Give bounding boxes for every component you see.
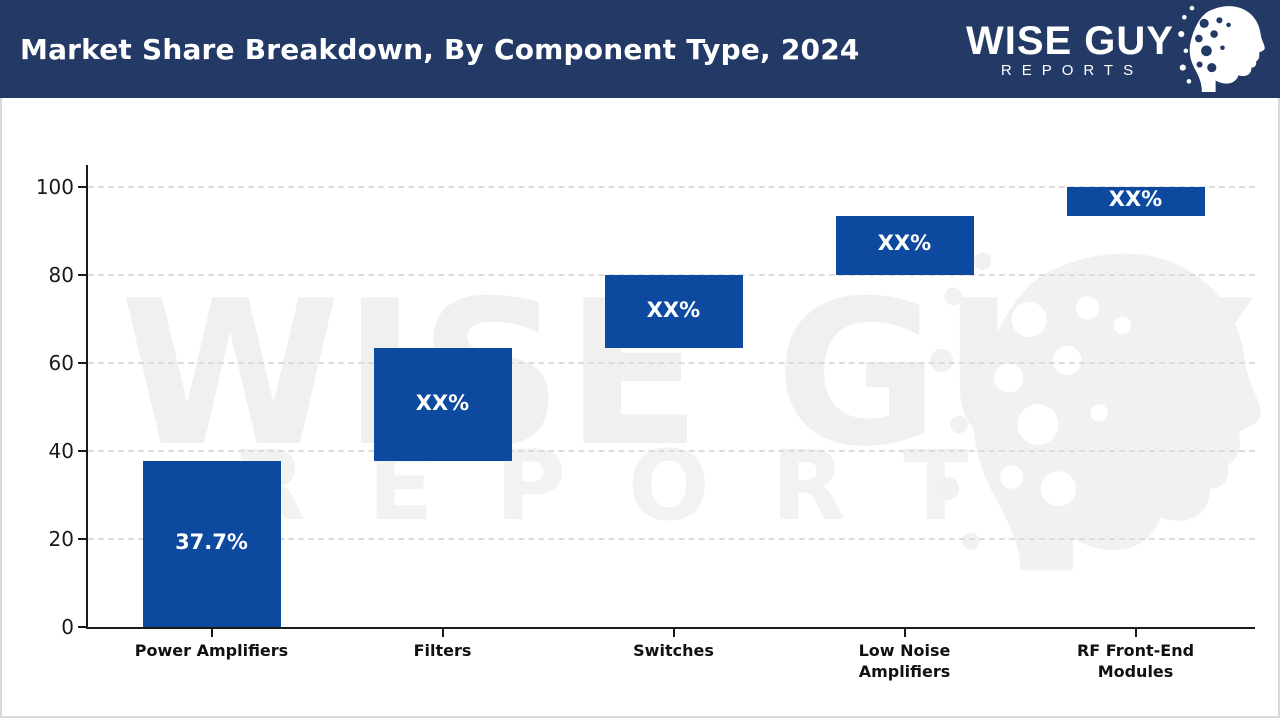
brand-logo-text: WISE GUY REPORTS xyxy=(966,21,1174,78)
y-tick-mark xyxy=(78,186,87,188)
brand-logo: WISE GUY REPORTS xyxy=(966,0,1270,98)
y-tick-mark xyxy=(78,538,87,540)
y-tick-label: 20 xyxy=(48,527,74,551)
bar-segment xyxy=(373,348,512,462)
y-tick-label: 0 xyxy=(61,615,74,639)
y-tick-label: 40 xyxy=(48,439,74,463)
x-tick-mark xyxy=(210,629,213,637)
bar-segment xyxy=(142,461,281,627)
bar-segment xyxy=(604,275,743,349)
gridline-40 xyxy=(88,450,1255,452)
bar-segment xyxy=(835,215,974,275)
bar-value-label: XX% xyxy=(415,390,470,415)
gridline-100 xyxy=(88,186,1255,188)
y-tick-mark xyxy=(78,450,87,452)
y-tick-mark xyxy=(78,626,87,628)
gridline-20 xyxy=(88,538,1255,540)
chart-title: Market Share Breakdown, By Component Typ… xyxy=(20,32,860,66)
gridline-60 xyxy=(88,362,1255,364)
brand-name: WISE GUY xyxy=(965,18,1174,63)
y-tick-mark xyxy=(78,362,87,364)
x-axis-spine xyxy=(86,627,1255,629)
y-tick-label: 60 xyxy=(48,351,74,375)
x-category-label: Switches xyxy=(633,641,714,660)
x-tick-mark xyxy=(441,629,444,637)
bar-segment xyxy=(1066,187,1205,216)
x-tick-mark xyxy=(1134,629,1137,637)
x-category-label: Power Amplifiers xyxy=(134,641,289,660)
x-category-label: Low Noise Amplifiers xyxy=(858,641,951,681)
bar-value-label: XX% xyxy=(1108,187,1163,212)
x-category-label: Filters xyxy=(413,641,472,660)
bar-value-label: 37.7% xyxy=(175,530,248,555)
brand-subname: REPORTS xyxy=(1000,61,1144,79)
y-tick-mark xyxy=(78,274,87,276)
watermark-head-icon xyxy=(930,190,1280,634)
bar-value-label: XX% xyxy=(646,297,701,322)
x-category-label: RF Front-End Modules xyxy=(1076,641,1195,681)
y-axis-spine xyxy=(86,165,88,629)
x-tick-mark xyxy=(903,629,906,637)
x-tick-mark xyxy=(672,629,675,637)
dotted-head-icon xyxy=(1178,2,1270,96)
y-tick-label: 100 xyxy=(35,175,74,199)
bar-value-label: XX% xyxy=(877,231,932,256)
header-bar: Market Share Breakdown, By Component Typ… xyxy=(0,0,1280,98)
y-tick-label: 80 xyxy=(48,263,74,287)
